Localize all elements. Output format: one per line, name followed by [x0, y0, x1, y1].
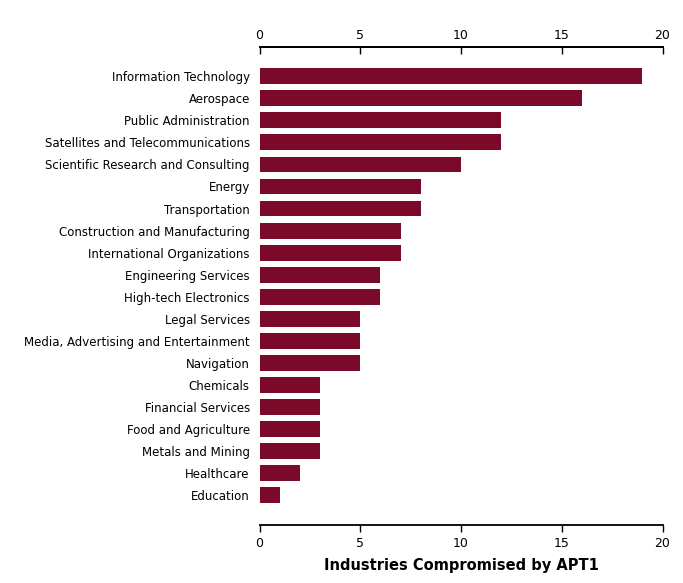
- Bar: [260, 156, 461, 173]
- Bar: [260, 201, 421, 216]
- Bar: [260, 266, 380, 283]
- Bar: [260, 465, 300, 481]
- Bar: [260, 68, 642, 84]
- Bar: [260, 90, 582, 106]
- Bar: [260, 113, 501, 128]
- X-axis label: Industries Compromised by APT1: Industries Compromised by APT1: [324, 558, 598, 573]
- Bar: [260, 333, 361, 349]
- Bar: [260, 245, 400, 261]
- Bar: [260, 487, 280, 503]
- Bar: [260, 399, 320, 415]
- Bar: [260, 135, 501, 150]
- Bar: [260, 355, 361, 371]
- Bar: [260, 289, 380, 305]
- Bar: [260, 421, 320, 437]
- Bar: [260, 377, 320, 393]
- Bar: [260, 223, 400, 238]
- Bar: [260, 311, 361, 326]
- Bar: [260, 178, 421, 194]
- Bar: [260, 443, 320, 459]
